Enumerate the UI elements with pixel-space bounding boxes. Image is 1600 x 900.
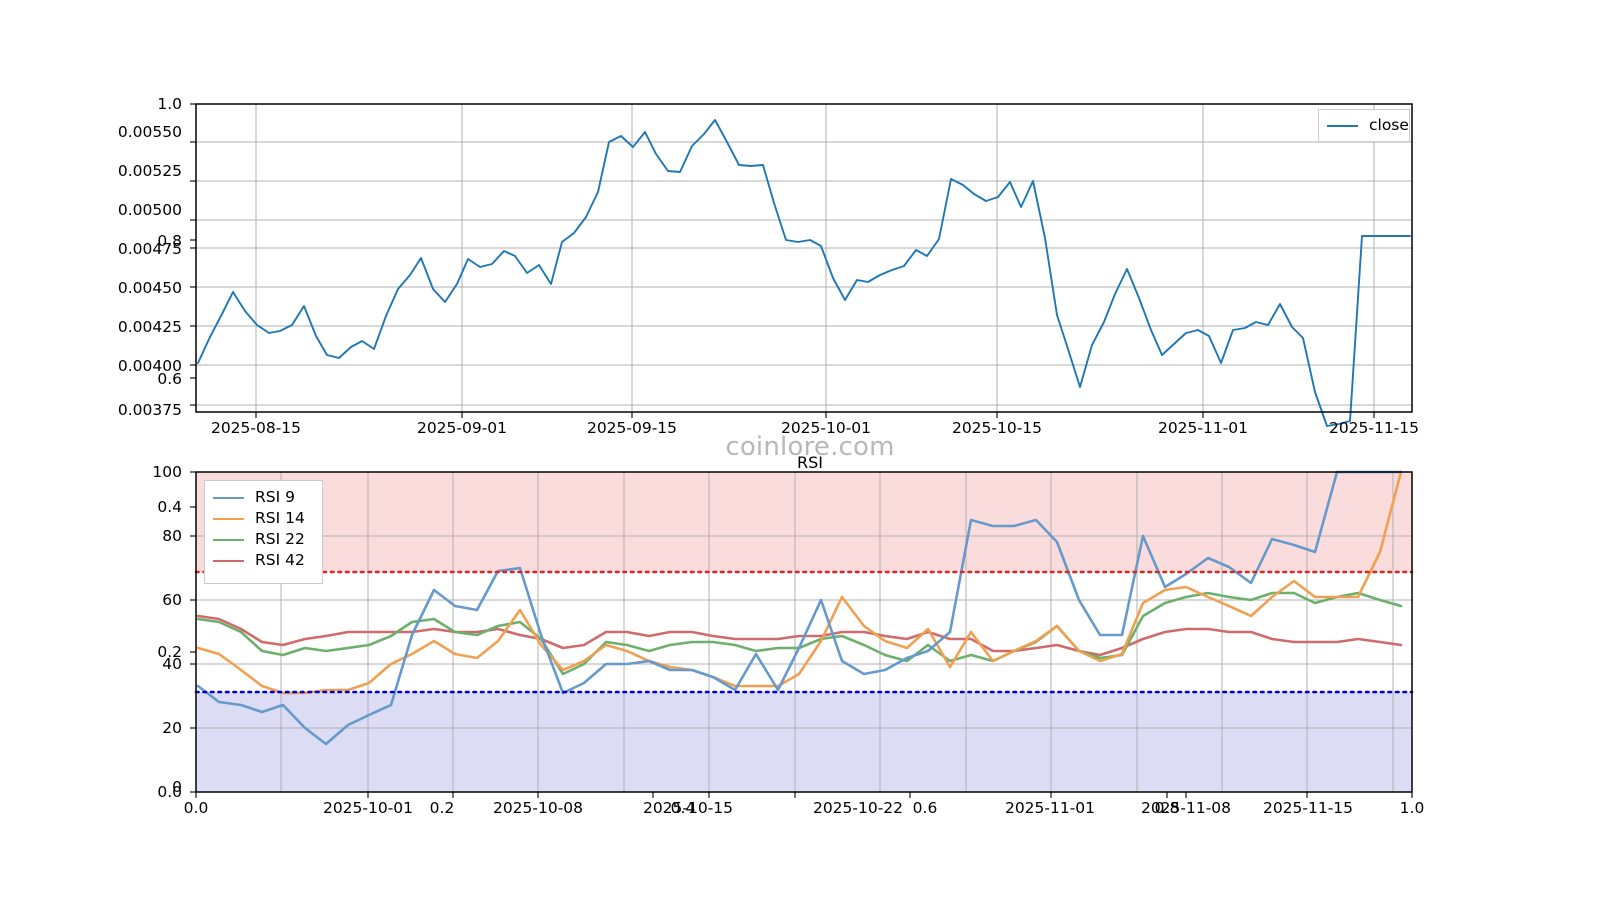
rsi-y-tick-2: 40 — [162, 655, 182, 673]
legend-label-rsi-14: RSI 14 — [255, 508, 305, 527]
price-panel-plot — [190, 103, 1413, 427]
rsi-panel-frame — [195, 471, 1413, 793]
price-y-tick-7: 0.00550 — [117, 123, 182, 141]
rsi-panel-plot — [190, 470, 1414, 798]
price-y-tick-secondary-0: 0.6 — [157, 370, 182, 388]
price-panel-frame — [195, 103, 1413, 413]
legend-item-rsi-42[interactable]: RSI 42 — [213, 550, 312, 571]
rsi-14-line — [196, 470, 1403, 695]
rsi-oversold-band — [196, 692, 1412, 792]
rsi-y-tick-3: 60 — [162, 591, 182, 609]
price-y-tick-2: 0.00425 — [117, 318, 182, 336]
rsi-x-tick-4: 2025-11-01 — [1004, 799, 1096, 817]
rsi-y-tick-secondary-2: 0.4 — [157, 498, 182, 516]
rsi-panel: 0 20 40 60 80 100 0.0 0.2 0.4 2025-10-01… — [0, 455, 1600, 825]
rsi-y-tick-0: 0 — [172, 778, 182, 796]
rsi-x-tick-3: 2025-10-22 — [812, 799, 904, 817]
price-x-tick-4: 2025-10-15 — [951, 419, 1043, 437]
legend-item-close[interactable]: close — [1327, 115, 1409, 136]
price-y-tick-6: 0.00525 — [117, 162, 182, 180]
price-y-tick-secondary-2: 1.0 — [157, 95, 182, 113]
price-x-ticks — [255, 412, 1375, 418]
rsi-x-tick-secondary-0: 0.0 — [183, 799, 209, 817]
legend-swatch-rsi-42-icon — [213, 559, 244, 562]
rsi-y-tick-1: 20 — [162, 719, 182, 737]
price-grid-horizontal — [196, 141, 1412, 406]
rsi-9-line — [196, 470, 1403, 746]
rsi-panel-title: RSI — [797, 453, 823, 472]
price-y-tick-0: 0.00375 — [117, 401, 182, 419]
rsi-x-tick-1: 2025-10-08 — [492, 799, 584, 817]
rsi-overbought-band — [196, 472, 1412, 572]
rsi-x-tick-2: 2025-10-15 — [642, 799, 734, 817]
legend-item-rsi-14[interactable]: RSI 14 — [213, 508, 312, 529]
price-x-tick-1: 2025-09-01 — [416, 419, 508, 437]
rsi-x-tick-6: 2025-11-15 — [1262, 799, 1354, 817]
rsi-x-tick-secondary-4: 0.8 — [1154, 799, 1180, 817]
rsi-y-tick-4: 80 — [162, 527, 182, 545]
legend-item-rsi-22[interactable]: RSI 22 — [213, 529, 312, 550]
rsi-x-tick-0: 2025-10-01 — [322, 799, 414, 817]
rsi-x-tick-5: 2025-11-08 — [1140, 799, 1232, 817]
price-y-tick-3: 0.00450 — [117, 279, 182, 297]
legend-label-rsi-9: RSI 9 — [255, 487, 295, 506]
legend-swatch-close-icon — [1327, 124, 1358, 127]
price-x-tick-6: 2025-11-15 — [1328, 419, 1420, 437]
price-y-tick-5: 0.00500 — [117, 201, 182, 219]
rsi-x-tick-secondary-3: 0.6 — [912, 799, 938, 817]
rsi-y-tick-secondary-0: 0.0 — [157, 783, 182, 801]
price-x-tick-2: 2025-09-15 — [586, 419, 678, 437]
rsi-legend[interactable]: RSI 9 RSI 14 RSI 22 RSI 42 — [204, 480, 323, 584]
price-y-tick-secondary-1: 0.8 — [157, 232, 182, 250]
rsi-grid-horizontal — [196, 535, 1412, 729]
rsi-22-line — [196, 591, 1403, 676]
legend-item-rsi-9[interactable]: RSI 9 — [213, 487, 312, 508]
legend-label-rsi-22: RSI 22 — [255, 529, 305, 548]
price-x-tick-0: 2025-08-15 — [210, 419, 302, 437]
rsi-x-tick-secondary-2: 0.4 — [670, 799, 696, 817]
price-x-tick-5: 2025-11-01 — [1157, 419, 1249, 437]
legend-label-rsi-42: RSI 42 — [255, 550, 305, 569]
rsi-x-tick-secondary-5: 1.0 — [1399, 799, 1425, 817]
price-x-tick-3: 2025-10-01 — [780, 419, 872, 437]
close-price-line — [197, 119, 1411, 427]
rsi-x-ticks — [195, 792, 1413, 798]
price-legend[interactable]: close — [1318, 109, 1410, 142]
rsi-y-tick-5: 100 — [152, 463, 182, 481]
price-panel: 0.00375 0.00400 0.00425 0.00450 0.00475 … — [117, 95, 1420, 437]
rsi-x-tick-secondary-1: 0.2 — [429, 799, 455, 817]
price-y-tick-1: 0.00400 — [117, 357, 182, 375]
legend-swatch-rsi-9-icon — [213, 496, 244, 499]
rsi-y-tick-secondary-1: 0.2 — [157, 643, 182, 661]
legend-swatch-rsi-14-icon — [213, 517, 244, 520]
price-y-tick-4: 0.00475 — [117, 240, 182, 258]
price-y-ticks — [190, 103, 196, 406]
price-grid-vertical — [255, 104, 1375, 412]
rsi-y-ticks — [190, 471, 196, 793]
legend-swatch-rsi-22-icon — [213, 538, 244, 541]
watermark: coinlore.com — [725, 432, 895, 462]
legend-label-close: close — [1369, 115, 1409, 134]
